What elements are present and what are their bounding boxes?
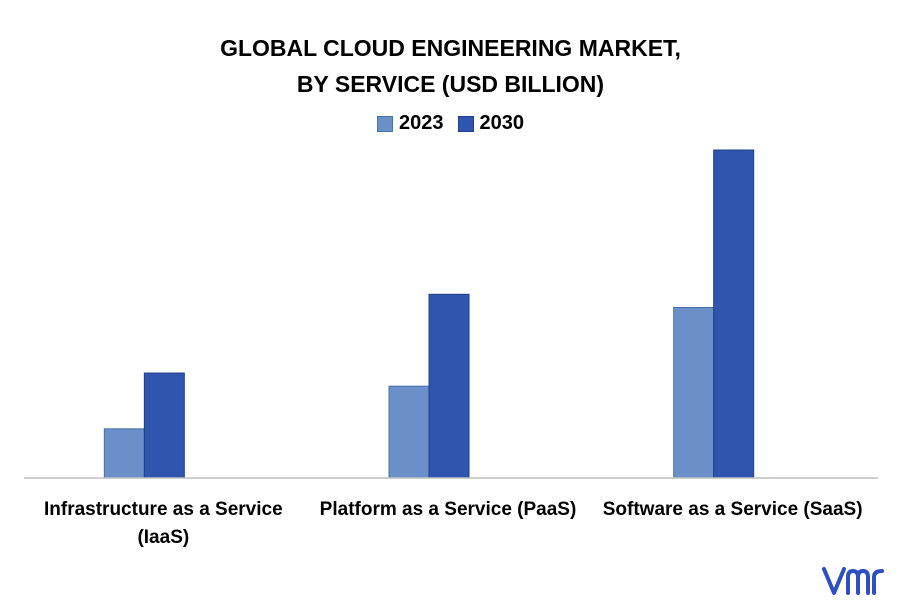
chart-title: GLOBAL CLOUD ENGINEERING MARKET, xyxy=(220,35,681,61)
legend-swatch-2023 xyxy=(377,115,393,132)
legend-label-2030: 2030 xyxy=(479,112,525,134)
bar-2023-1 xyxy=(388,385,430,479)
vmr-logo xyxy=(822,567,884,595)
bar-2030-0 xyxy=(143,372,185,479)
bar-2030-1 xyxy=(428,293,470,479)
legend: 2023 2030 xyxy=(0,112,901,135)
legend-item-2023: 2023 xyxy=(377,112,444,135)
legend-label-2023: 2023 xyxy=(399,112,444,134)
legend-swatch-2030 xyxy=(457,115,474,132)
bar-2030-2 xyxy=(713,149,755,479)
legend-item-2030: 2030 xyxy=(457,112,525,135)
category-label-2: Software as a Service (SaaS) xyxy=(603,499,863,520)
bar-2023-0 xyxy=(103,428,145,479)
chart-subtitle: BY SERVICE (USD BILLION) xyxy=(296,71,605,97)
category-label-0: Infrastructure as a Service (IaaS) xyxy=(44,499,283,548)
bar-2023-2 xyxy=(673,306,715,479)
category-label-1: Platform as a Service (PaaS) xyxy=(320,499,577,520)
